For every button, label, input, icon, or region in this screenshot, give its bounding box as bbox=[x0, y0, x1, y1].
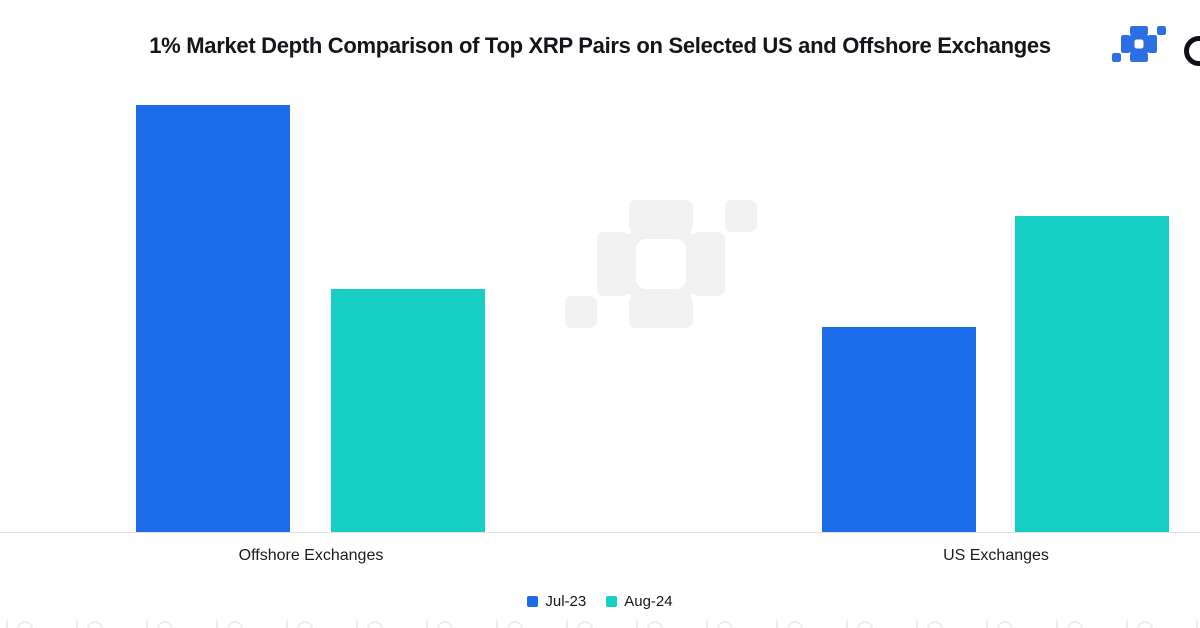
bottom-strip-glyph bbox=[70, 616, 140, 628]
legend-label-jul23: Jul-23 bbox=[545, 593, 587, 610]
bar-us-jul23 bbox=[822, 327, 976, 532]
bottom-strip-glyph bbox=[700, 616, 770, 628]
bar-offshore-jul23 bbox=[136, 105, 290, 532]
bottom-strip-glyph bbox=[420, 616, 490, 628]
x-axis-line bbox=[0, 532, 1200, 533]
bottom-strip-glyph bbox=[280, 616, 350, 628]
x-axis-label-offshore: Offshore Exchanges bbox=[238, 547, 384, 564]
legend-item-aug24: Aug-24 bbox=[606, 593, 673, 610]
bottom-strip-glyph bbox=[210, 616, 280, 628]
kaiko-pixel-logo-icon bbox=[1112, 26, 1166, 62]
bottom-watermark-strip bbox=[0, 616, 1200, 628]
bottom-strip-glyph bbox=[560, 616, 630, 628]
x-axis-label-us: US Exchanges bbox=[943, 547, 1049, 564]
legend: Jul-23 Aug-24 bbox=[0, 593, 1200, 610]
bar-us-aug24 bbox=[1015, 216, 1169, 532]
bottom-strip-glyph bbox=[1120, 616, 1190, 628]
legend-swatch-jul23 bbox=[527, 596, 539, 607]
bottom-strip-glyph bbox=[490, 616, 560, 628]
legend-swatch-aug24 bbox=[606, 596, 618, 607]
chart-title: 1% Market Depth Comparison of Top XRP Pa… bbox=[149, 33, 1051, 58]
bottom-strip-glyph bbox=[140, 616, 210, 628]
bottom-strip-glyph bbox=[1050, 616, 1120, 628]
bottom-strip-glyph bbox=[1190, 616, 1200, 628]
kaiko-watermark-icon bbox=[565, 200, 757, 328]
bottom-strip-glyph bbox=[630, 616, 700, 628]
logo-partial-letter-icon bbox=[1184, 36, 1200, 66]
bottom-strip-glyph bbox=[840, 616, 910, 628]
bottom-strip-glyph bbox=[910, 616, 980, 628]
bottom-strip-glyph bbox=[770, 616, 840, 628]
legend-item-jul23: Jul-23 bbox=[527, 593, 586, 610]
bottom-strip-glyph bbox=[350, 616, 420, 628]
bar-offshore-aug24 bbox=[331, 289, 485, 532]
bottom-strip-glyph bbox=[0, 616, 70, 628]
plot-area bbox=[0, 105, 1200, 533]
bottom-strip-glyph bbox=[980, 616, 1050, 628]
legend-label-aug24: Aug-24 bbox=[624, 593, 673, 610]
